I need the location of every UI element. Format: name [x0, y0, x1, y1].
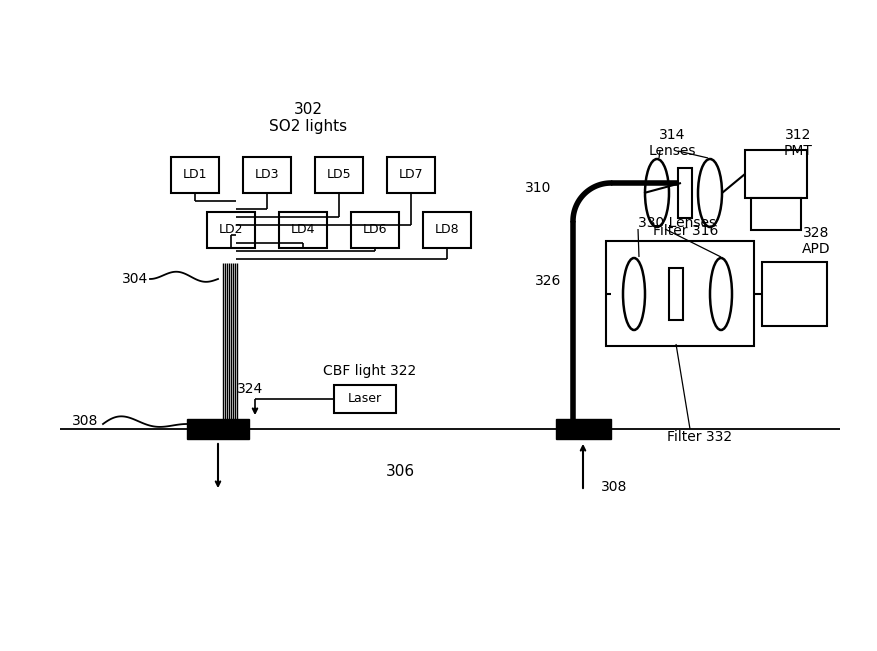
Bar: [668, 268, 682, 320]
Bar: [207, 212, 254, 248]
Bar: [315, 157, 362, 193]
Text: 324: 324: [237, 382, 263, 396]
Bar: [387, 157, 434, 193]
Bar: [555, 419, 610, 439]
Text: 314
Lenses: 314 Lenses: [647, 128, 695, 158]
Bar: [333, 385, 396, 413]
Text: Filter 332: Filter 332: [667, 430, 731, 444]
Text: LD3: LD3: [254, 169, 279, 182]
Text: 326: 326: [534, 274, 560, 288]
Text: 304: 304: [122, 272, 148, 286]
Text: LD1: LD1: [182, 169, 207, 182]
Bar: [187, 419, 249, 439]
Bar: [171, 157, 218, 193]
Text: Laser: Laser: [347, 393, 381, 406]
Text: 312
PMT: 312 PMT: [782, 128, 811, 158]
Bar: [605, 241, 753, 346]
Bar: [677, 168, 691, 218]
Bar: [279, 212, 326, 248]
Text: LD5: LD5: [326, 169, 351, 182]
Bar: [423, 212, 470, 248]
Text: 302
SO2 lights: 302 SO2 lights: [268, 102, 346, 134]
Text: Filter 316: Filter 316: [652, 224, 718, 238]
Text: 328
APD: 328 APD: [801, 226, 830, 256]
Text: 306: 306: [385, 464, 414, 478]
Text: 330 Lenses: 330 Lenses: [638, 216, 716, 230]
Bar: [745, 150, 806, 198]
Text: 308: 308: [601, 480, 627, 494]
Text: LD4: LD4: [290, 223, 315, 236]
Bar: [351, 212, 398, 248]
Text: LD7: LD7: [398, 169, 423, 182]
Text: CBF light 322: CBF light 322: [323, 364, 417, 378]
Text: LD8: LD8: [434, 223, 459, 236]
Text: 308: 308: [72, 414, 98, 428]
Bar: [243, 157, 290, 193]
Bar: [761, 262, 826, 326]
Text: LD6: LD6: [362, 223, 387, 236]
Text: 310: 310: [524, 181, 551, 195]
Bar: [750, 198, 800, 230]
Text: LD2: LD2: [218, 223, 243, 236]
